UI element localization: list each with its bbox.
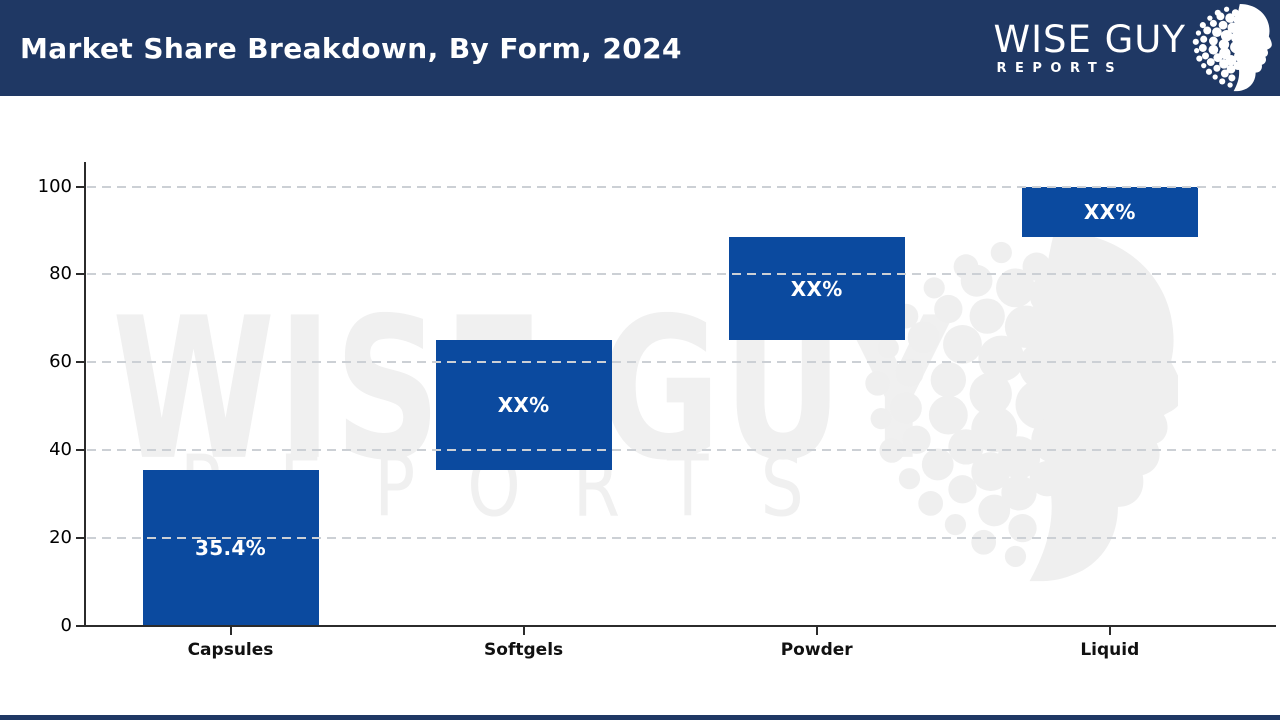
bar-segment-liquid: XX% bbox=[1021, 186, 1198, 237]
bar-value-label: 35.4% bbox=[195, 535, 266, 560]
bar-value-label: XX% bbox=[1083, 199, 1136, 224]
x-axis-line bbox=[84, 625, 1276, 627]
y-tick-label: 80 bbox=[49, 263, 72, 285]
x-tick-mark bbox=[1108, 627, 1111, 635]
bar-value-label: XX% bbox=[790, 276, 843, 301]
y-tick-label: 20 bbox=[49, 526, 72, 548]
bar-segment-powder: XX% bbox=[728, 236, 905, 341]
wise-guy-logo: WISE GUY REPORTS bbox=[994, 0, 1272, 96]
header-bar: Market Share Breakdown, By Form, 2024 WI… bbox=[0, 0, 1280, 96]
page-title: Market Share Breakdown, By Form, 2024 bbox=[20, 31, 682, 65]
y-tick-label: 60 bbox=[49, 351, 72, 373]
gridline-40 bbox=[87, 448, 1276, 451]
y-tick-label: 0 bbox=[60, 614, 72, 636]
y-tick-mark bbox=[76, 448, 84, 451]
y-tick-mark bbox=[76, 361, 84, 364]
x-axis-category-label: Capsules bbox=[187, 640, 274, 660]
y-tick-mark bbox=[76, 273, 84, 276]
gridline-100 bbox=[87, 185, 1276, 188]
bar-segment-capsules: 35.4% bbox=[142, 470, 319, 626]
y-tick-mark bbox=[76, 185, 84, 188]
y-tick-mark bbox=[76, 624, 84, 627]
x-axis-category-label: Powder bbox=[780, 640, 853, 660]
y-tick-mark bbox=[76, 536, 84, 539]
y-tick-label: 40 bbox=[49, 438, 72, 460]
logo-text: WISE GUY REPORTS bbox=[994, 21, 1186, 76]
x-tick-mark bbox=[229, 627, 232, 635]
x-tick-mark bbox=[522, 627, 525, 635]
gridline-80 bbox=[87, 273, 1276, 276]
x-tick-mark bbox=[815, 627, 818, 635]
dotted-head-icon bbox=[1190, 4, 1272, 92]
footer-bar bbox=[0, 715, 1280, 720]
logo-subtitle: REPORTS bbox=[996, 60, 1124, 76]
y-axis-line bbox=[84, 162, 86, 627]
gridline-60 bbox=[87, 361, 1276, 364]
gridline-20 bbox=[87, 536, 1276, 539]
logo-wordmark: WISE GUY bbox=[993, 17, 1186, 61]
x-axis-category-label: Liquid bbox=[1080, 640, 1140, 660]
bar-value-label: XX% bbox=[497, 393, 550, 418]
y-tick-label: 100 bbox=[37, 175, 72, 197]
x-axis-category-label: Softgels bbox=[484, 640, 564, 660]
